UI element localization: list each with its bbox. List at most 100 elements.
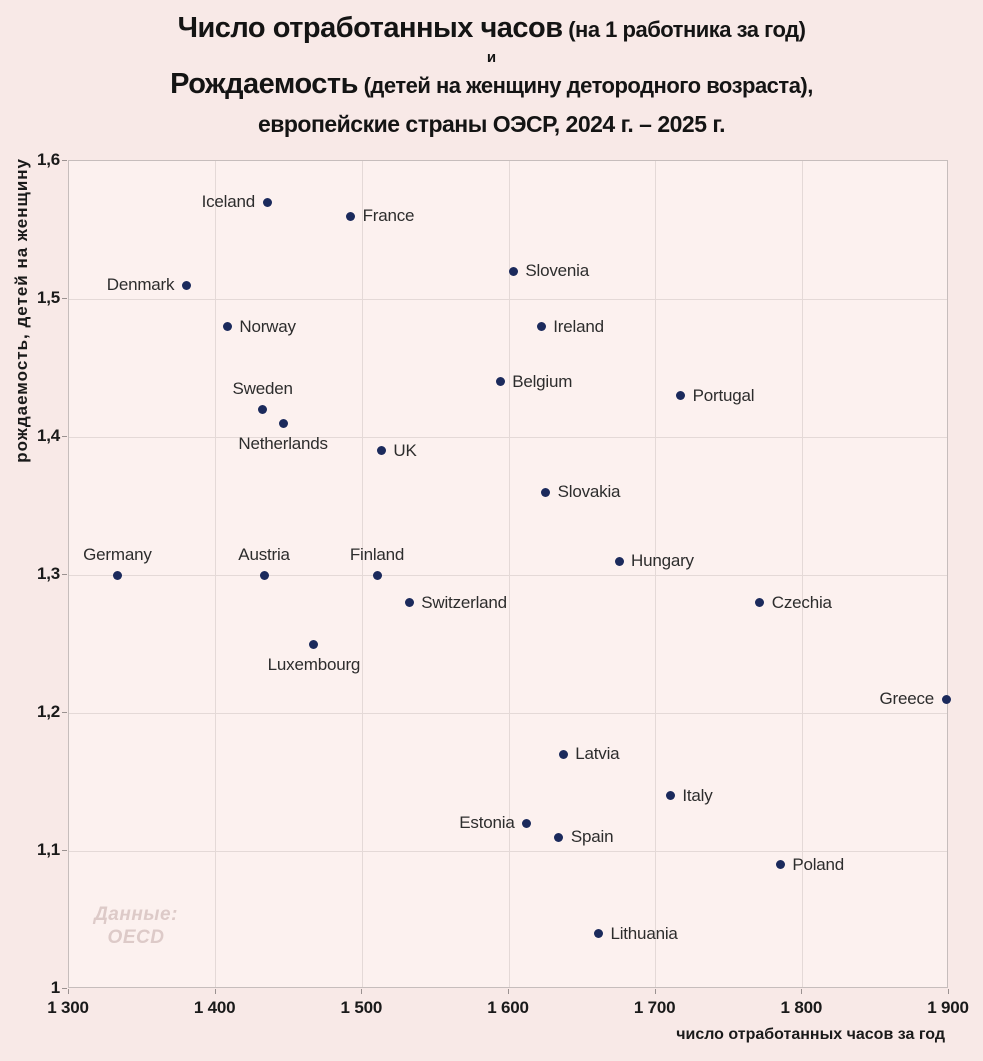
y-tick-label: 1,5	[36, 288, 60, 307]
point-label-iceland: Iceland	[201, 192, 256, 212]
gridline-x-1500	[361, 161, 363, 987]
point-label-greece: Greece	[879, 689, 935, 709]
data-point-germany	[112, 570, 122, 580]
point-label-czechia: Czechia	[771, 592, 832, 612]
gridline-y-1.1	[69, 850, 947, 852]
point-label-ireland: Ireland	[553, 316, 604, 336]
x-tick-mark	[214, 989, 216, 994]
data-point-hungary	[614, 556, 624, 566]
point-label-switzerland: Switzerland	[421, 592, 507, 612]
title-line1-sub: (на 1 работника за год)	[562, 17, 806, 42]
x-axis-title: число отработанных часов за год	[676, 1026, 945, 1043]
point-label-latvia: Latvia	[575, 744, 620, 764]
x-tick-mark	[801, 989, 803, 994]
title-line-1: Число отработанных часов (на 1 работника…	[0, 12, 983, 45]
data-point-greece	[941, 694, 951, 704]
data-point-norway	[222, 322, 232, 332]
title-line3-main: Рождаемость	[170, 68, 358, 100]
y-tick-mark	[62, 850, 67, 851]
point-label-netherlands: Netherlands	[238, 434, 328, 454]
x-tick-mark	[508, 989, 509, 994]
data-point-estonia	[522, 818, 532, 828]
y-axis-title: рождаемость, детей на женщину	[12, 158, 31, 463]
data-point-slovakia	[541, 487, 551, 497]
gridline-x-1800	[801, 161, 803, 987]
data-point-lithuania	[593, 929, 603, 939]
gridline-y-1.2	[69, 712, 947, 714]
gridline-y-1.5	[69, 298, 947, 300]
data-point-sweden	[258, 404, 268, 414]
point-label-uk: UK	[393, 440, 417, 460]
data-point-portugal	[676, 391, 686, 401]
point-label-france: France	[362, 206, 415, 226]
gridline-y-1.3	[69, 574, 947, 576]
x-tick-mark	[948, 989, 949, 994]
data-point-uk	[376, 446, 386, 456]
title-line-3: Рождаемость (детей на женщину детородног…	[0, 68, 983, 101]
gridline-x-1400	[215, 161, 217, 987]
point-label-portugal: Portugal	[692, 385, 755, 405]
data-point-italy	[665, 791, 675, 801]
data-point-austria	[259, 570, 269, 580]
x-tick-mark	[654, 989, 656, 994]
point-label-hungary: Hungary	[631, 551, 694, 571]
data-point-slovenia	[508, 266, 518, 276]
point-label-sweden: Sweden	[232, 379, 293, 399]
point-label-austria: Austria	[238, 545, 290, 564]
y-tick-label: 1,1	[36, 840, 60, 859]
x-tick-label: 1 500	[340, 998, 383, 1017]
point-label-lithuania: Lithuania	[610, 923, 678, 943]
source-watermark-line1: Данные:	[94, 904, 178, 925]
y-tick-mark	[62, 160, 67, 161]
point-label-belgium: Belgium	[512, 371, 573, 391]
data-point-poland	[775, 860, 785, 870]
title-line-2: и	[486, 49, 497, 66]
gridline-y-1.4	[69, 436, 947, 438]
source-watermark-line2: OECD	[107, 927, 165, 948]
x-tick-label: 1 800	[780, 998, 823, 1017]
data-point-finland	[372, 570, 382, 580]
x-tick-label: 1 700	[633, 998, 676, 1017]
point-label-italy: Italy	[682, 785, 713, 805]
data-point-france	[346, 211, 356, 221]
gridline-x-1700	[655, 161, 657, 987]
y-tick-mark	[62, 574, 67, 575]
point-label-denmark: Denmark	[106, 275, 175, 295]
data-point-iceland	[262, 197, 272, 207]
y-tick-mark	[62, 298, 67, 299]
title-subtitle: европейские страны ОЭСР, 2024 г. – 2025 …	[257, 111, 726, 137]
data-point-switzerland	[404, 598, 414, 608]
data-point-czechia	[755, 598, 765, 608]
x-tick-mark	[68, 989, 69, 994]
point-label-slovakia: Slovakia	[557, 482, 621, 502]
point-label-estonia: Estonia	[459, 813, 515, 833]
point-label-slovenia: Slovenia	[525, 261, 590, 281]
title-line1-main: Число отработанных часов	[177, 12, 564, 44]
point-label-luxembourg: Luxembourg	[267, 655, 361, 674]
point-label-poland: Poland	[792, 854, 845, 874]
y-tick-label: 1,2	[36, 702, 60, 721]
source-watermark: Данные: OECD	[80, 903, 192, 949]
y-tick-label: 1,6	[36, 150, 60, 169]
x-tick-label: 1 300	[47, 998, 89, 1017]
x-tick-label: 1 600	[487, 998, 529, 1017]
data-point-denmark	[181, 280, 191, 290]
y-tick-label: 1,4	[36, 426, 60, 445]
data-point-ireland	[536, 322, 546, 332]
point-label-spain: Spain	[570, 827, 614, 847]
data-point-spain	[554, 832, 564, 842]
data-point-latvia	[558, 749, 568, 759]
point-label-finland: Finland	[349, 545, 405, 564]
y-tick-mark	[62, 712, 67, 713]
point-label-norway: Norway	[239, 316, 296, 336]
point-label-germany: Germany	[83, 545, 152, 564]
x-tick-label: 1 900	[927, 998, 969, 1017]
gridline-x-1600	[508, 161, 510, 987]
data-point-netherlands	[278, 418, 288, 428]
y-tick-mark	[62, 436, 67, 437]
plot-area: Iceland France Slovenia Denmark Norway Irelan…	[68, 160, 951, 988]
chart-title: Число отработанных часов (на 1 работника…	[0, 12, 983, 138]
data-point-belgium	[495, 377, 505, 387]
y-tick-label: 1	[50, 978, 60, 997]
